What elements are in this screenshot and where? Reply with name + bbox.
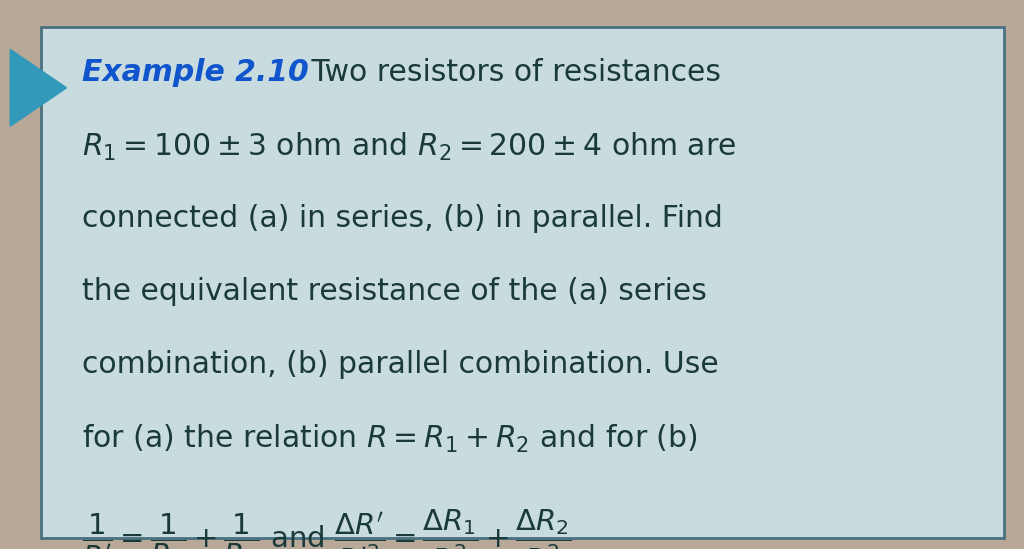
Text: combination, (b) parallel combination. Use: combination, (b) parallel combination. U… bbox=[82, 350, 719, 379]
FancyBboxPatch shape bbox=[41, 27, 1004, 538]
Polygon shape bbox=[10, 49, 67, 126]
Text: $R_1 = 100 \pm 3$ ohm and $R_2 = 200 \pm 4$ ohm are: $R_1 = 100 \pm 3$ ohm and $R_2 = 200 \pm… bbox=[82, 131, 736, 163]
Text: Two resistors of resistances: Two resistors of resistances bbox=[302, 58, 721, 87]
Text: for (a) the relation $R = R_1 + R_2$ and for (b): for (a) the relation $R = R_1 + R_2$ and… bbox=[82, 423, 697, 455]
Text: connected (a) in series, (b) in parallel. Find: connected (a) in series, (b) in parallel… bbox=[82, 204, 723, 233]
Text: Example 2.10: Example 2.10 bbox=[82, 58, 308, 87]
Text: the equivalent resistance of the (a) series: the equivalent resistance of the (a) ser… bbox=[82, 277, 707, 306]
Text: $\dfrac{1}{R'} = \dfrac{1}{R_1} + \dfrac{1}{R_2}$ and $\dfrac{\Delta R'}{R'^2} =: $\dfrac{1}{R'} = \dfrac{1}{R_1} + \dfrac… bbox=[82, 507, 571, 549]
